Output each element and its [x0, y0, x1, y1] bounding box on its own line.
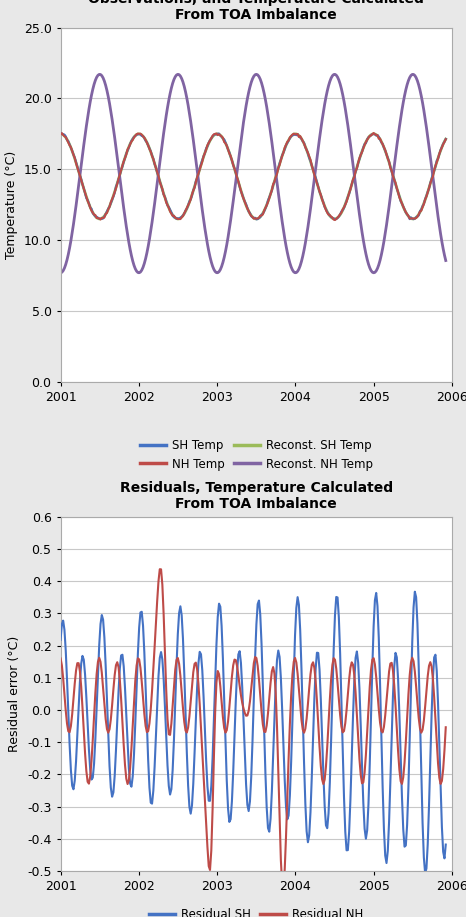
Y-axis label: Temperature (°C): Temperature (°C)	[5, 150, 18, 259]
Title: Residuals, Temperature Calculated
From TOA Imbalance: Residuals, Temperature Calculated From T…	[120, 481, 393, 512]
Legend: Residual SH, Residual NH: Residual SH, Residual NH	[144, 903, 368, 917]
Y-axis label: Residual error (°C): Residual error (°C)	[8, 635, 21, 752]
Title: Observations, and Temperature Calculated
From TOA Imbalance: Observations, and Temperature Calculated…	[89, 0, 424, 22]
Legend: SH Temp, NH Temp, Reconst. SH Temp, Reconst. NH Temp: SH Temp, NH Temp, Reconst. SH Temp, Reco…	[135, 434, 377, 475]
